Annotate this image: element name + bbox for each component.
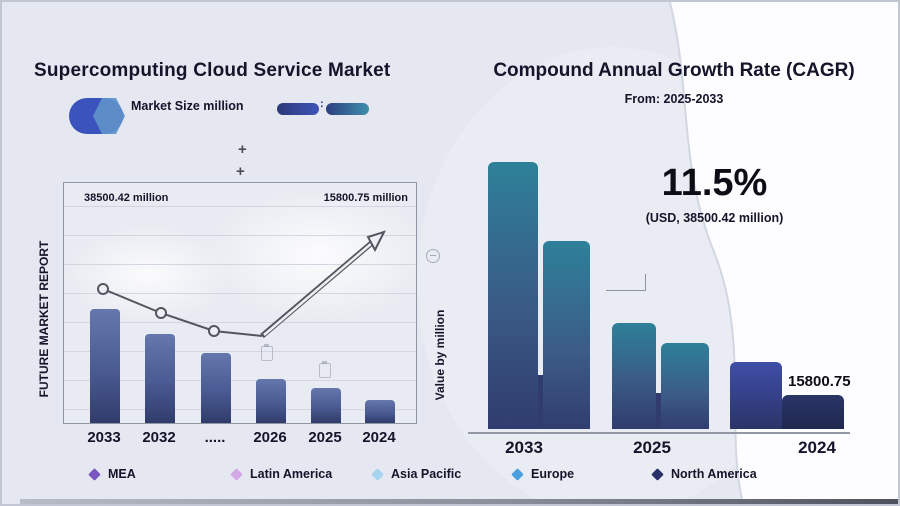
cagr-period: From: 2025-2033 — [624, 92, 724, 106]
market-size-chart: 38500.42 million 15800.75 million — [63, 182, 417, 424]
cagr-detail: (USD, 38500.42 million) — [645, 211, 784, 225]
legend-item-latin-america: Latin America — [230, 467, 333, 481]
right-chart-axis — [468, 432, 850, 434]
database-cylinder-icon — [69, 98, 125, 134]
legend-item-mea: MEA — [88, 467, 136, 481]
gridline — [64, 322, 416, 323]
corner-bracket-decoration — [606, 274, 646, 291]
gridline — [64, 206, 416, 207]
trend-line-and-arrow — [97, 230, 386, 339]
rx-label-2024: 2024 — [798, 438, 836, 457]
legend-item-europe: Europe — [511, 467, 575, 481]
chart-end-value: 15800.75 million — [323, 192, 408, 204]
bar-ellipsis — [201, 353, 231, 423]
bar-2032 — [145, 334, 175, 423]
x-label-2033: 2033 — [87, 429, 121, 446]
rx-label-2033: 2033 — [505, 438, 543, 457]
cagr-title: Compound Annual Growth Rate (CAGR) — [493, 60, 855, 81]
cagr-bar-2033-secondary — [543, 241, 590, 429]
gridline — [64, 351, 416, 352]
rx-label-2025: 2025 — [633, 438, 671, 457]
x-label-2026: 2026 — [253, 429, 287, 446]
cagr-bar-2024-primary — [730, 362, 782, 429]
ratio-pill-right — [326, 103, 369, 115]
bar-gap-bridge — [538, 375, 543, 429]
plus-mark-icon: + — [236, 163, 245, 180]
cagr-value: 11.5% — [661, 162, 768, 204]
ratio-pill-left — [277, 103, 319, 115]
cagr-bar-2025-secondary — [661, 343, 709, 429]
zoom-out-icon — [426, 249, 440, 263]
watermark-clipboard-icon — [319, 361, 331, 378]
left-axis-caption: FUTURE MARKET REPORT — [37, 240, 51, 398]
x-label-2025: 2025 — [308, 429, 342, 446]
legend-item-north-america: North America — [651, 467, 757, 481]
watermark-clipboard-icon — [261, 344, 273, 361]
legend-diamond-icon — [371, 467, 384, 481]
x-label-2032: 2032 — [142, 429, 176, 446]
cagr-bar-2033-primary — [488, 162, 538, 429]
bar-2025 — [311, 388, 341, 423]
cagr-bar-2025-primary — [612, 323, 656, 429]
legend-label: Europe — [531, 467, 575, 481]
x-label-ellipsis: ..... — [204, 429, 226, 446]
legend-item-asia-pacific: Asia Pacific — [371, 467, 462, 481]
legend-label: Latin America — [250, 467, 333, 481]
gridline — [64, 293, 416, 294]
market-size-label: Market Size million — [131, 99, 244, 113]
legend-diamond-icon — [511, 467, 524, 481]
legend-label: MEA — [108, 467, 136, 481]
gridline — [64, 235, 416, 236]
x-label-2024: 2024 — [362, 429, 396, 446]
legend-label: Asia Pacific — [391, 467, 462, 481]
gridline — [64, 380, 416, 381]
bar-2024 — [365, 400, 395, 423]
value-axis-caption: Value by million — [433, 309, 447, 401]
bar-2026 — [256, 379, 286, 423]
gridline — [64, 409, 416, 410]
ratio-separator: : — [320, 98, 324, 110]
gridline — [64, 264, 416, 265]
page-title: Supercomputing Cloud Service Market — [34, 60, 391, 81]
bar-2033 — [90, 309, 120, 423]
cagr-2024-value: 15800.75 — [788, 373, 851, 390]
bar-gap-bridge — [656, 393, 661, 429]
chart-start-value: 38500.42 million — [84, 192, 169, 204]
legend-diamond-icon — [88, 467, 101, 481]
legend-diamond-icon — [651, 467, 664, 481]
plus-mark-icon: + — [238, 141, 247, 158]
legend-label: North America — [671, 467, 757, 481]
cagr-bar-2024-secondary — [782, 395, 844, 429]
legend-diamond-icon — [230, 467, 243, 481]
bottom-accent-strip — [20, 499, 898, 504]
